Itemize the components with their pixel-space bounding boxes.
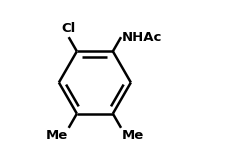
Text: Me: Me <box>46 130 68 142</box>
Text: Me: Me <box>122 130 144 142</box>
Text: Cl: Cl <box>62 22 76 35</box>
Text: NHAc: NHAc <box>122 31 162 44</box>
